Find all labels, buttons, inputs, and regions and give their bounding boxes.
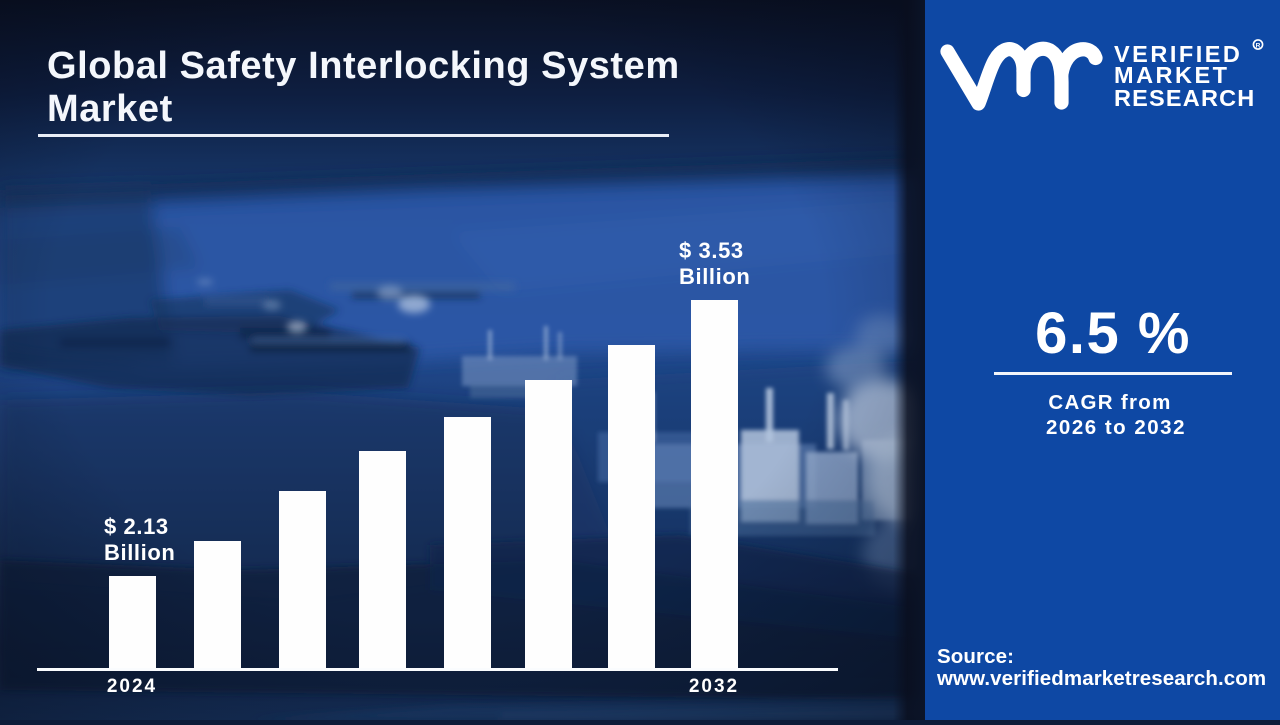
svg-text:R: R [1256,42,1261,49]
